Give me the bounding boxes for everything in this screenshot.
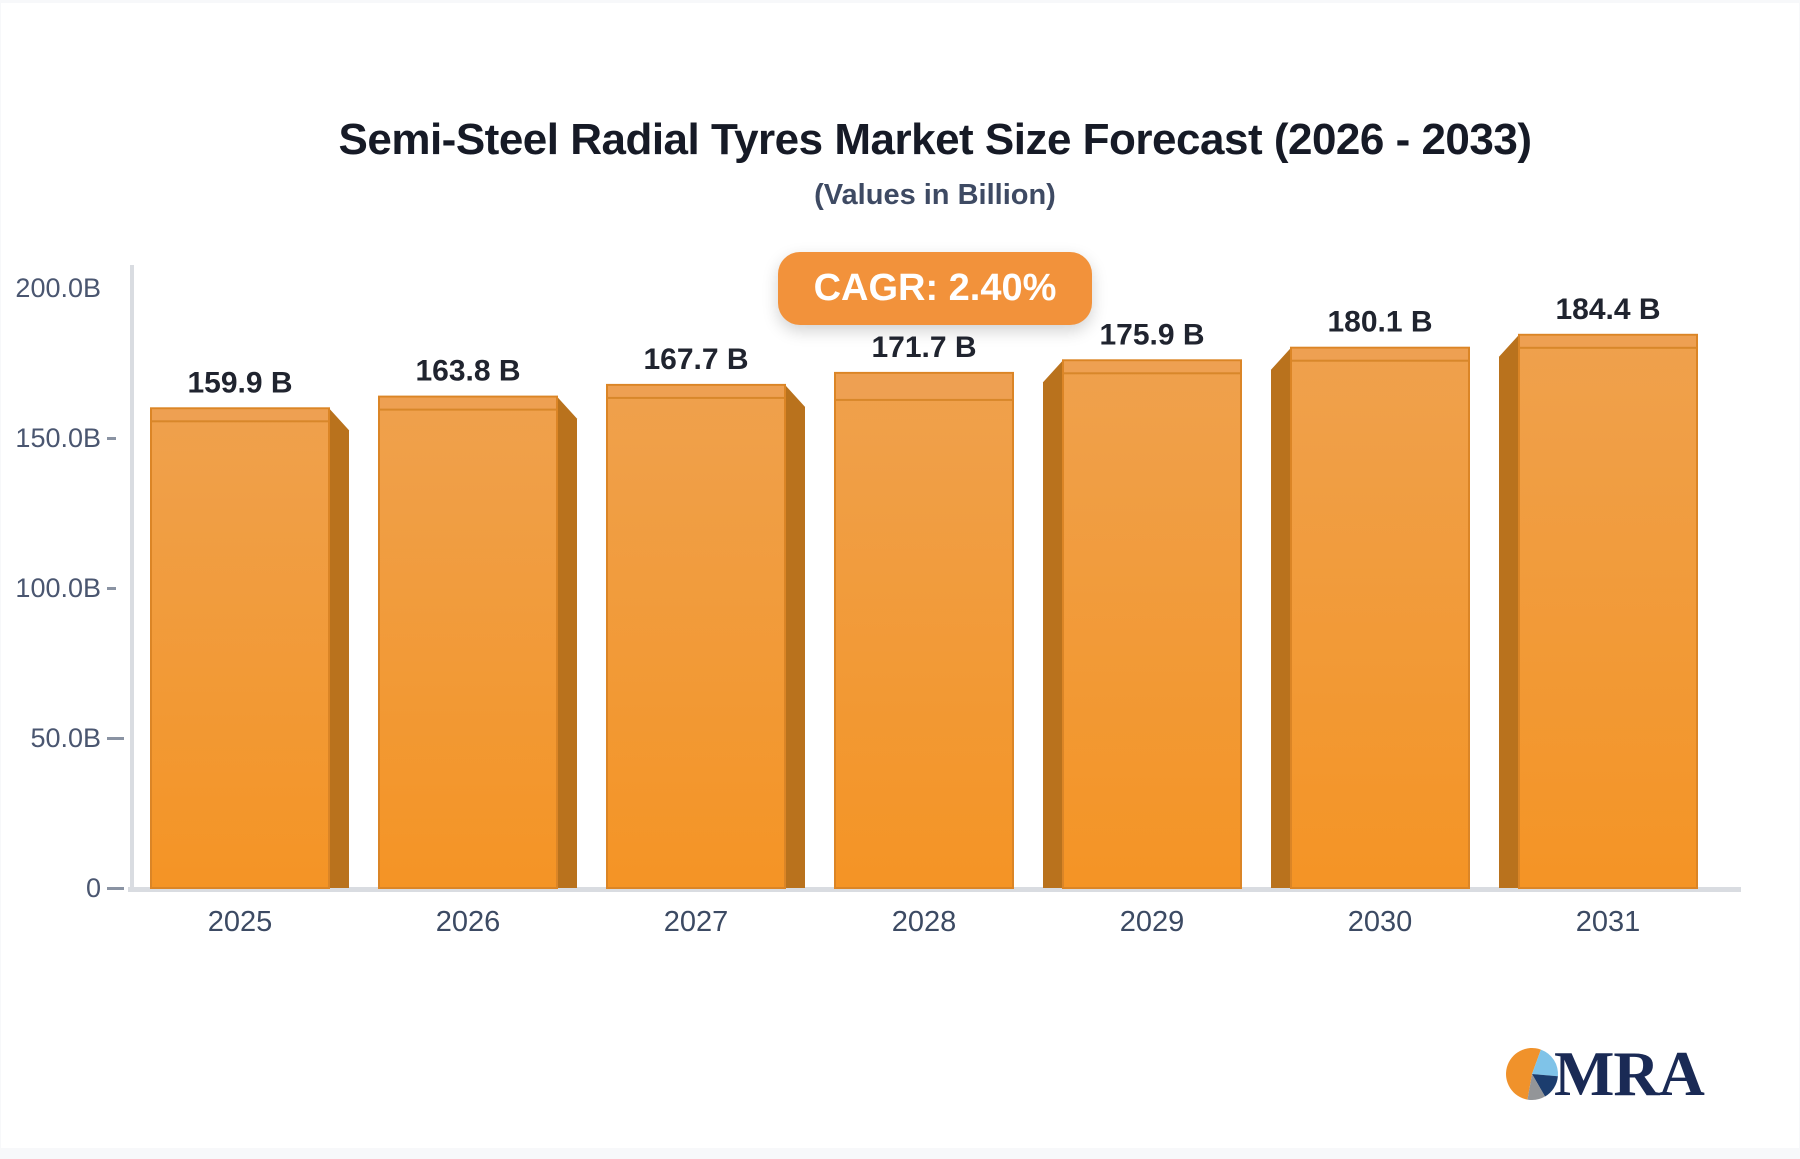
bar-side-3d <box>557 396 577 888</box>
bar-top-face <box>1292 348 1468 361</box>
chart-title: Semi-Steel Radial Tyres Market Size Fore… <box>338 115 1533 164</box>
y-tick-mark <box>107 737 124 740</box>
y-tick-mark <box>107 887 124 890</box>
bar-value-label: 171.7 B <box>871 331 976 364</box>
bar-2029 <box>1062 359 1242 889</box>
bar-top-edge <box>380 408 556 411</box>
y-tick-mark <box>107 587 116 590</box>
bar-top-edge <box>1292 359 1468 362</box>
bar-2026 <box>378 395 558 889</box>
bar-2031 <box>1518 333 1698 889</box>
bar-top-edge <box>152 420 328 423</box>
y-axis-line <box>130 265 134 892</box>
bar-chart: 200.0B 150.0B 100.0B 50.0B 0 159.9 B 2025 163.8… <box>15 265 1741 938</box>
x-category-label: 2026 <box>436 906 501 938</box>
bar-top-edge <box>1520 346 1696 349</box>
bar-top-face <box>608 385 784 398</box>
bar-2030 <box>1290 346 1470 889</box>
x-category-label: 2029 <box>1120 906 1185 938</box>
bar-side-3d <box>785 384 805 888</box>
bar-top-edge <box>836 398 1012 401</box>
bar-value-label: 163.8 B <box>415 355 520 388</box>
bar-2028 <box>834 371 1014 889</box>
x-category-label: 2031 <box>1576 906 1641 938</box>
bar-value-label: 159.9 B <box>187 366 292 399</box>
bar-2027 <box>606 383 786 889</box>
bar-side-3d <box>1499 334 1519 888</box>
x-category-label: 2025 <box>208 906 273 938</box>
bar-top-face <box>1064 361 1240 374</box>
bar-top-face <box>380 397 556 410</box>
y-tick-label: 100.0B <box>15 573 101 603</box>
bar-side-3d <box>1043 360 1063 888</box>
x-category-label: 2028 <box>892 906 957 938</box>
y-tick-label: 150.0B <box>15 423 101 453</box>
bar-side-3d <box>1271 347 1291 888</box>
chart-header: Semi-Steel Radial Tyres Market Size Fore… <box>129 3 1741 325</box>
bar-value-label: 184.4 B <box>1555 293 1660 326</box>
brand-logo: MRA <box>1503 1038 1705 1109</box>
bar-top-face <box>1520 335 1696 348</box>
y-tick-label: 50.0B <box>30 723 101 753</box>
bar-value-label: 180.1 B <box>1327 306 1432 339</box>
y-tick-label: 0 <box>86 873 101 903</box>
bar-value-label: 175.9 B <box>1099 318 1204 351</box>
cagr-badge: CAGR: 2.40% <box>777 252 1093 325</box>
x-axis-line <box>128 887 1741 892</box>
pie-logo-icon <box>1506 1048 1558 1101</box>
chart-card: Semi-Steel Radial Tyres Market Size Fore… <box>1 3 1799 1148</box>
bar-top-face <box>836 373 1012 400</box>
x-category-label: 2027 <box>664 906 729 938</box>
brand-text: MRA <box>1554 1038 1705 1109</box>
bar-side-3d <box>329 408 349 888</box>
bar-value-label: 167.7 B <box>643 343 748 376</box>
bar-2025 <box>150 407 330 889</box>
bar-top-edge <box>608 396 784 399</box>
y-tick-mark <box>107 437 116 440</box>
y-tick-label: 200.0B <box>15 273 101 303</box>
bar-top-face <box>152 409 328 422</box>
chart-subtitle: (Values in Billion) <box>814 179 1056 211</box>
x-category-label: 2030 <box>1348 906 1413 938</box>
bar-top-edge <box>1064 372 1240 375</box>
